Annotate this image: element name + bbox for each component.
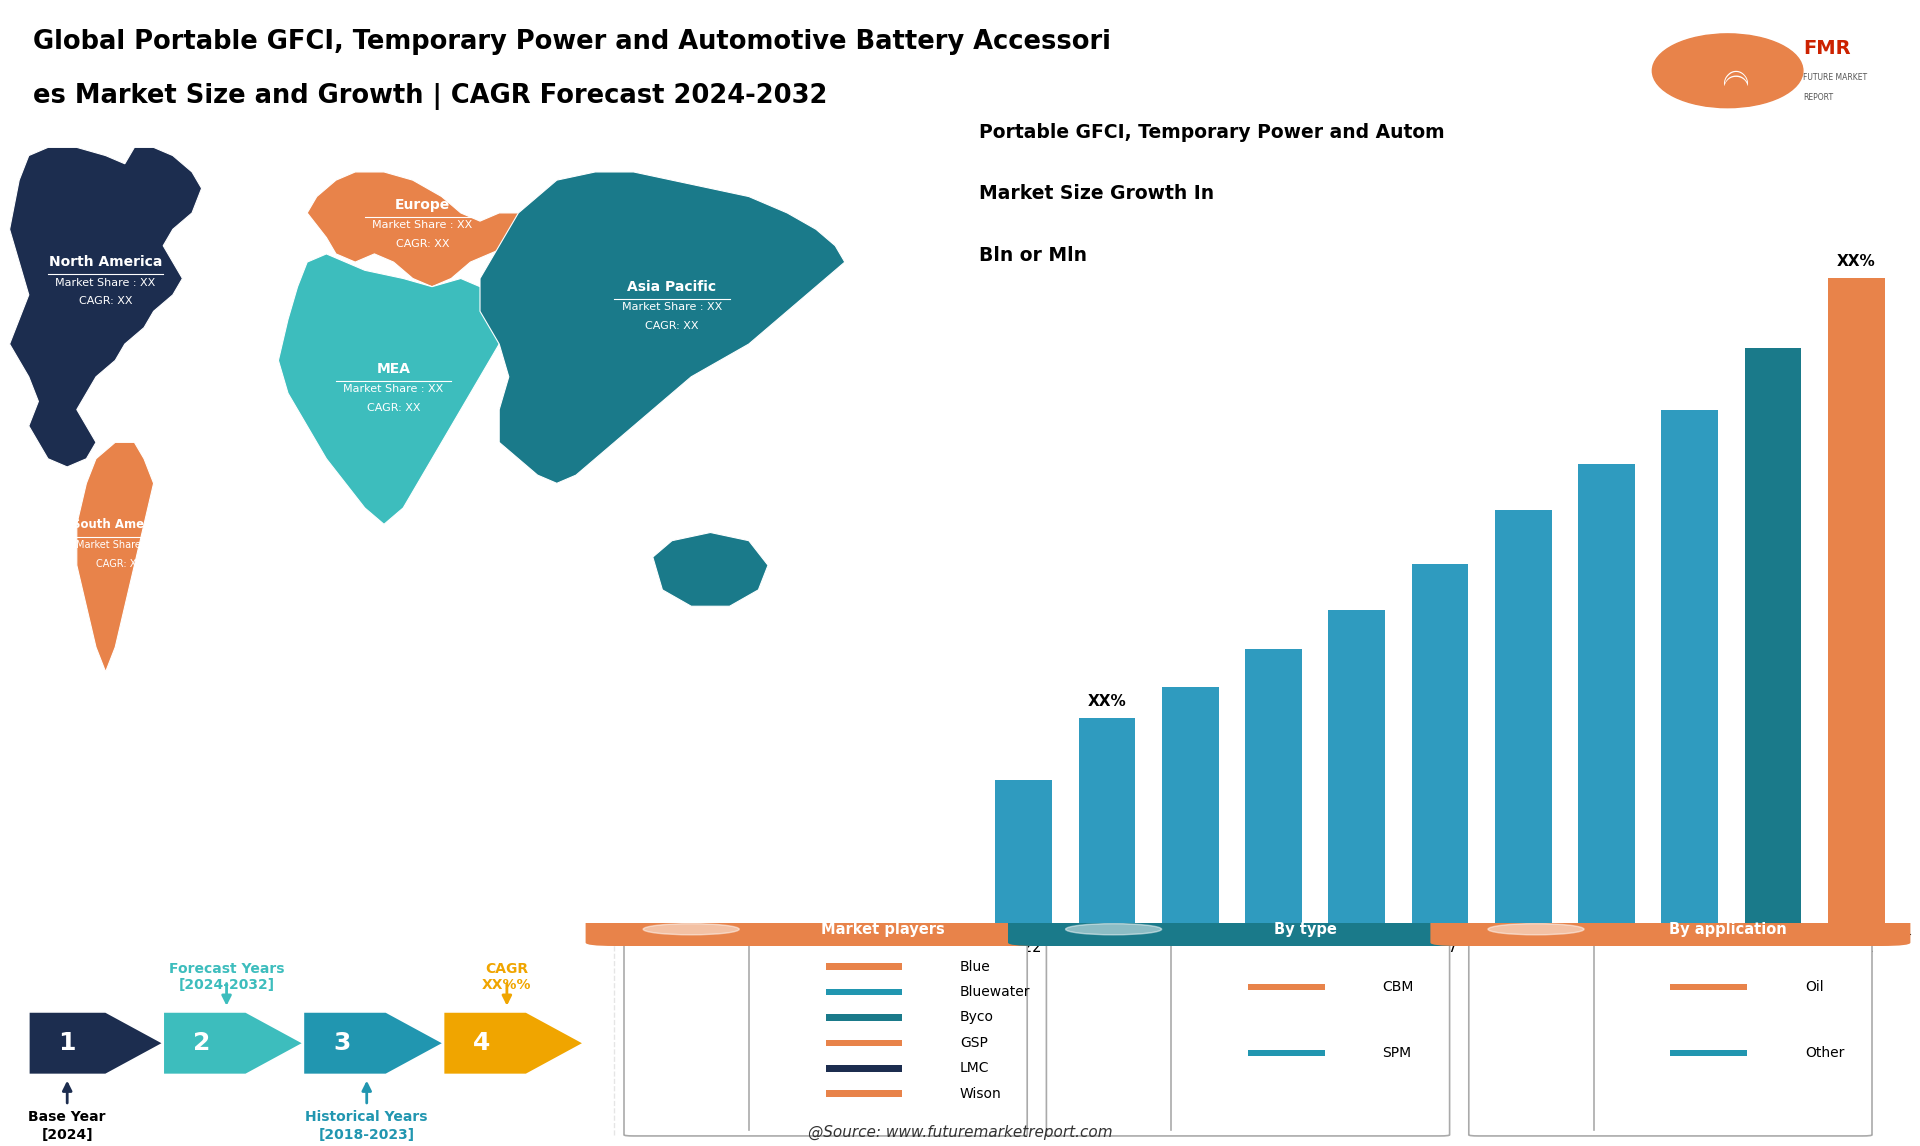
- Text: Forecast Years: Forecast Years: [169, 963, 284, 976]
- Text: REPORT: REPORT: [1803, 93, 1834, 102]
- Text: XX%: XX%: [1087, 693, 1127, 709]
- Polygon shape: [10, 148, 202, 466]
- Bar: [1248, 1050, 1325, 1057]
- Circle shape: [1488, 924, 1584, 935]
- Bar: [1079, 719, 1135, 934]
- Text: 4: 4: [472, 1031, 492, 1055]
- Text: CAGR: CAGR: [486, 963, 528, 976]
- Text: Portable GFCI, Temporary Power and Autom: Portable GFCI, Temporary Power and Autom: [979, 123, 1444, 142]
- Bar: [1670, 1050, 1747, 1057]
- Bar: [826, 1014, 902, 1021]
- Bar: [826, 989, 902, 996]
- Text: Base Year: Base Year: [29, 1110, 106, 1124]
- Bar: [1745, 348, 1801, 934]
- Text: 3: 3: [332, 1031, 351, 1055]
- FancyBboxPatch shape: [1469, 937, 1872, 1136]
- Text: Bluewater: Bluewater: [960, 984, 1031, 999]
- Bar: [1246, 649, 1302, 934]
- Polygon shape: [653, 533, 768, 606]
- Bar: [1661, 409, 1718, 934]
- Text: [2024-2032]: [2024-2032]: [179, 978, 275, 991]
- Text: Asia Pacific: Asia Pacific: [628, 280, 716, 293]
- Bar: [1496, 510, 1551, 934]
- Bar: [1248, 983, 1325, 990]
- Bar: [1578, 464, 1634, 934]
- Text: [2024]: [2024]: [42, 1128, 92, 1143]
- FancyBboxPatch shape: [1430, 912, 1910, 945]
- Text: CAGR: XX: CAGR: XX: [96, 558, 144, 568]
- Text: Wison: Wison: [960, 1086, 1002, 1101]
- FancyBboxPatch shape: [586, 912, 1066, 945]
- Text: Byco: Byco: [960, 1011, 995, 1025]
- Text: SPM: SPM: [1382, 1046, 1411, 1060]
- Text: North America: North America: [48, 256, 163, 269]
- Text: Market Size Growth In: Market Size Growth In: [979, 185, 1213, 203]
- Text: MEA: MEA: [376, 362, 411, 376]
- Text: 1: 1: [58, 1031, 77, 1055]
- Bar: [826, 1065, 902, 1072]
- Text: ☽: ☽: [1711, 56, 1743, 86]
- Bar: [826, 963, 902, 970]
- FancyBboxPatch shape: [1008, 912, 1488, 945]
- FancyBboxPatch shape: [624, 937, 1027, 1136]
- Bar: [995, 779, 1052, 934]
- Text: Market Share : XX: Market Share : XX: [622, 303, 722, 312]
- Polygon shape: [480, 172, 845, 484]
- Text: CAGR: XX: CAGR: XX: [79, 297, 132, 306]
- Text: CAGR: XX: CAGR: XX: [645, 321, 699, 331]
- Polygon shape: [163, 1012, 303, 1075]
- Circle shape: [1066, 924, 1162, 935]
- Text: Europe: Europe: [396, 198, 449, 212]
- Text: @Source: www.futuremarketreport.com: @Source: www.futuremarketreport.com: [808, 1125, 1112, 1140]
- Bar: [826, 1090, 902, 1097]
- Text: Historical Years: Historical Years: [305, 1110, 428, 1124]
- Text: 2: 2: [192, 1031, 211, 1055]
- Bar: [1670, 983, 1747, 990]
- Text: [2018-2023]: [2018-2023]: [319, 1128, 415, 1143]
- Text: GSP: GSP: [960, 1036, 989, 1050]
- Polygon shape: [307, 172, 528, 286]
- Text: CAGR: XX: CAGR: XX: [367, 403, 420, 413]
- Text: Market Share : XX: Market Share : XX: [56, 277, 156, 288]
- Text: Market Share : XX: Market Share : XX: [344, 384, 444, 394]
- Text: By application: By application: [1668, 921, 1788, 936]
- Text: XX%%: XX%%: [482, 978, 532, 991]
- Text: Market Share : XX: Market Share : XX: [372, 220, 472, 230]
- Text: CAGR: XX: CAGR: XX: [396, 240, 449, 249]
- Bar: [1162, 688, 1219, 934]
- Text: FMR: FMR: [1803, 39, 1851, 57]
- Text: XX%: XX%: [1837, 254, 1876, 269]
- Bar: [826, 1039, 902, 1046]
- Text: FUTURE MARKET: FUTURE MARKET: [1803, 73, 1866, 81]
- Text: Other: Other: [1805, 1046, 1845, 1060]
- Bar: [1411, 564, 1469, 934]
- Text: Oil: Oil: [1805, 980, 1824, 994]
- Text: Global Portable GFCI, Temporary Power and Automotive Battery Accessori: Global Portable GFCI, Temporary Power an…: [33, 29, 1110, 55]
- Text: CBM: CBM: [1382, 980, 1413, 994]
- Circle shape: [643, 924, 739, 935]
- Circle shape: [1653, 34, 1803, 108]
- Bar: [1329, 610, 1384, 934]
- Polygon shape: [444, 1012, 584, 1075]
- Text: South America: South America: [71, 518, 169, 531]
- Text: es Market Size and Growth | CAGR Forecast 2024-2032: es Market Size and Growth | CAGR Forecas…: [33, 83, 828, 110]
- Polygon shape: [77, 442, 154, 672]
- Text: By type: By type: [1275, 921, 1336, 936]
- Text: Market players: Market players: [822, 921, 945, 936]
- Text: Market Share : XX: Market Share : XX: [77, 540, 163, 550]
- Text: Blue: Blue: [960, 959, 991, 974]
- Polygon shape: [29, 1012, 163, 1075]
- Polygon shape: [303, 1012, 444, 1075]
- Bar: [1828, 278, 1885, 934]
- Polygon shape: [278, 254, 509, 525]
- Text: Bln or Mln: Bln or Mln: [979, 245, 1087, 265]
- FancyBboxPatch shape: [1046, 937, 1450, 1136]
- Text: LMC: LMC: [960, 1061, 989, 1075]
